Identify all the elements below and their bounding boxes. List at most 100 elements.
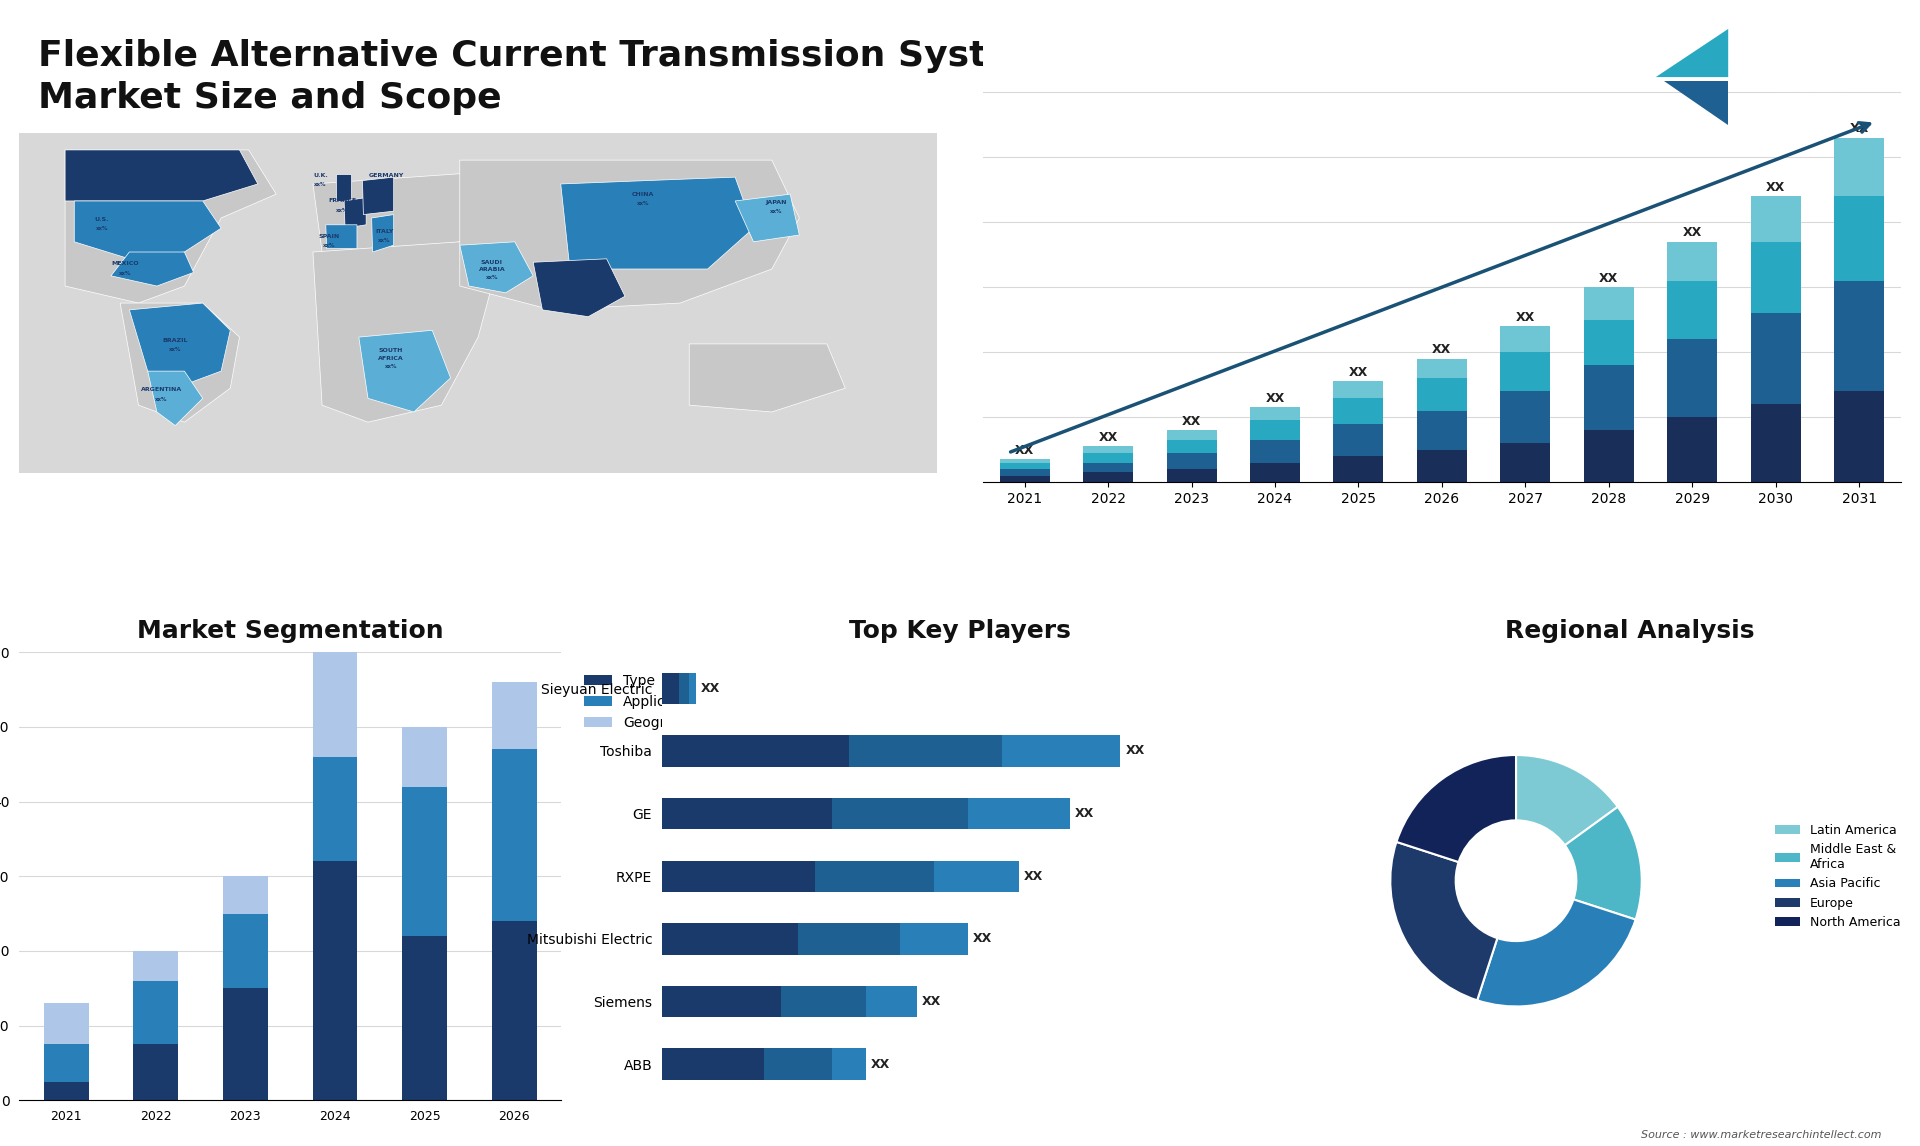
Polygon shape (1655, 29, 1728, 77)
Bar (1250, 421, 1300, 440)
Bar (1751, 405, 1801, 482)
Bar (132, 1044, 179, 1100)
Bar (223, 913, 267, 988)
Bar (401, 936, 447, 1100)
Bar (401, 727, 447, 786)
Title: Market Segmentation: Market Segmentation (136, 620, 444, 643)
Polygon shape (1665, 80, 1728, 125)
Bar (689, 673, 695, 704)
Bar (492, 921, 536, 1100)
Bar (781, 986, 866, 1018)
Bar (662, 736, 849, 767)
Bar (1167, 430, 1217, 440)
Bar (1417, 359, 1467, 378)
Bar (492, 749, 536, 921)
Text: XX: XX (1766, 181, 1786, 194)
Text: XX: XX (1098, 431, 1117, 444)
Text: Flexible Alternative Current Transmission System Equipment
Market Size and Scope: Flexible Alternative Current Transmissio… (38, 39, 1281, 115)
Text: XX: XX (1016, 444, 1035, 457)
Text: XX: XX (1849, 123, 1868, 135)
Bar (1667, 281, 1716, 339)
Text: XX: XX (1432, 343, 1452, 356)
Bar (764, 1049, 831, 1080)
Bar (1584, 366, 1634, 430)
Bar (1751, 196, 1801, 242)
Bar (1083, 453, 1133, 463)
Bar (492, 682, 536, 749)
Text: XX: XX (701, 682, 720, 694)
Bar (401, 786, 447, 936)
Bar (1584, 288, 1634, 320)
Text: XX: XX (1125, 745, 1144, 758)
Bar (1834, 281, 1884, 391)
Bar (1250, 408, 1300, 421)
Bar (1002, 736, 1121, 767)
Bar (223, 988, 267, 1100)
Bar (1417, 410, 1467, 449)
Bar (1584, 320, 1634, 366)
Bar (866, 986, 916, 1018)
Bar (1500, 391, 1549, 444)
Bar (900, 924, 968, 955)
Bar (662, 924, 799, 955)
Legend: Latin America, Middle East &
Africa, Asia Pacific, Europe, North America: Latin America, Middle East & Africa, Asi… (1770, 818, 1905, 934)
Bar (1167, 453, 1217, 469)
Bar (1667, 339, 1716, 417)
Text: XX: XX (973, 933, 993, 945)
Bar (831, 1049, 866, 1080)
Title: Regional Analysis: Regional Analysis (1505, 620, 1755, 643)
Bar (814, 861, 933, 892)
Bar (1167, 469, 1217, 482)
Bar (662, 798, 831, 830)
Bar (1500, 352, 1549, 391)
Bar (1167, 440, 1217, 453)
Bar (313, 862, 357, 1100)
Bar (1417, 378, 1467, 410)
Bar (44, 1082, 88, 1100)
Bar (933, 861, 1020, 892)
Bar (849, 736, 1002, 767)
Bar (1000, 463, 1050, 469)
Bar (1584, 430, 1634, 482)
Bar (662, 861, 814, 892)
Bar (1667, 242, 1716, 281)
Bar (1417, 449, 1467, 482)
Bar (1332, 382, 1384, 398)
Bar (313, 652, 357, 756)
Bar (1000, 460, 1050, 463)
Bar (1500, 444, 1549, 482)
Text: XX: XX (872, 1058, 891, 1070)
Bar (44, 1044, 88, 1082)
Text: XX: XX (1183, 415, 1202, 427)
Bar (662, 986, 781, 1018)
Text: XX: XX (1023, 870, 1043, 882)
Legend: Type, Application, Geography: Type, Application, Geography (580, 668, 707, 736)
Text: XX: XX (1075, 807, 1094, 821)
Bar (1083, 463, 1133, 472)
Bar (1250, 463, 1300, 482)
Bar (799, 924, 900, 955)
Bar (1834, 138, 1884, 196)
Bar (1000, 476, 1050, 482)
Text: XX: XX (1265, 392, 1284, 405)
Bar (44, 1003, 88, 1044)
Text: XX: XX (1599, 272, 1619, 284)
Bar (1834, 391, 1884, 482)
Bar (313, 756, 357, 862)
Bar (1751, 242, 1801, 313)
Text: XX: XX (1515, 311, 1534, 323)
Bar (132, 981, 179, 1044)
Bar (680, 673, 689, 704)
Bar (1083, 472, 1133, 482)
Bar (1332, 456, 1384, 482)
Bar (1834, 196, 1884, 281)
Bar (662, 673, 680, 704)
Bar (662, 1049, 764, 1080)
Bar (968, 798, 1069, 830)
Text: RESEARCH: RESEARCH (1776, 69, 1841, 78)
Text: XX: XX (1350, 366, 1369, 379)
Bar (1083, 447, 1133, 453)
Bar (1500, 327, 1549, 352)
Bar (1332, 398, 1384, 424)
Bar (831, 798, 968, 830)
